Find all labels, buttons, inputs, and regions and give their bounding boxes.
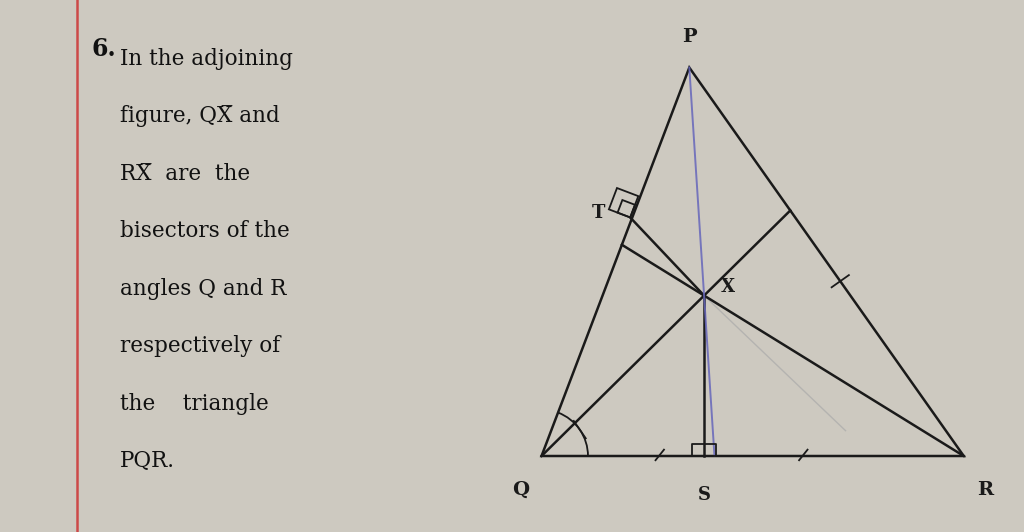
Text: T: T	[592, 204, 605, 222]
Text: bisectors of the: bisectors of the	[121, 220, 290, 242]
Text: figure, QX̅ and: figure, QX̅ and	[121, 105, 281, 127]
Text: In the adjoining: In the adjoining	[121, 48, 293, 70]
Text: R: R	[977, 481, 993, 500]
Text: respectively of: respectively of	[121, 335, 281, 357]
Text: S: S	[697, 486, 711, 504]
Text: PQR.: PQR.	[121, 450, 175, 472]
Text: 6.: 6.	[91, 37, 116, 61]
Text: P: P	[682, 28, 696, 46]
Text: Q: Q	[512, 481, 529, 500]
Text: RX̅  are  the: RX̅ are the	[121, 163, 251, 185]
Text: the    triangle: the triangle	[121, 393, 269, 414]
Text: angles Q and R: angles Q and R	[121, 278, 287, 300]
Text: X: X	[721, 278, 735, 296]
